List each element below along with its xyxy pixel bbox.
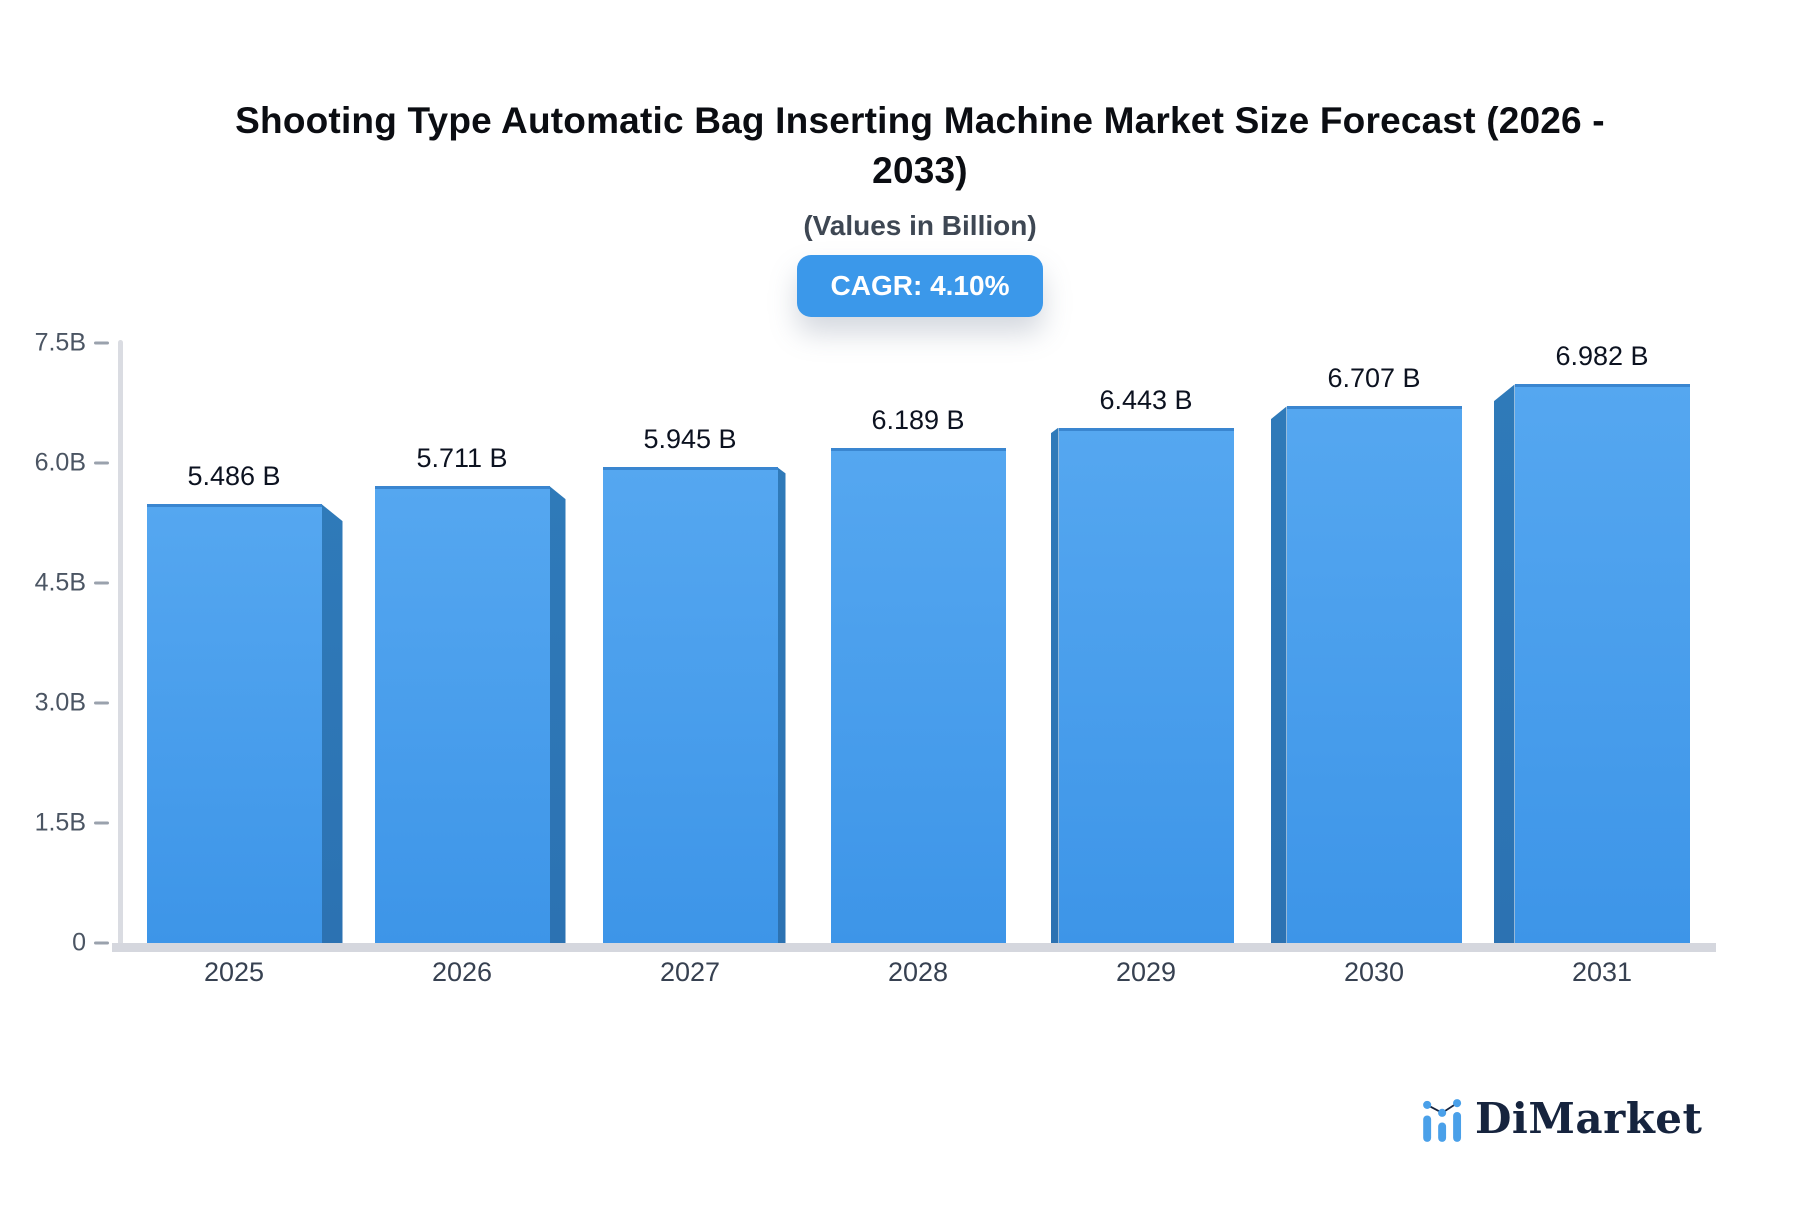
- y-axis-tick-label: 4.5B: [34, 568, 86, 597]
- cagr-badge: CAGR: 4.10%: [796, 255, 1044, 317]
- bar-3d-side: [321, 504, 343, 943]
- y-axis-tick-label: 1.5B: [34, 808, 86, 837]
- bar-value-label: 5.945 B: [643, 424, 737, 455]
- x-axis-label: 2028: [887, 957, 949, 987]
- chart-header: Shooting Type Automatic Bag Inserting Ma…: [40, 96, 1800, 317]
- bar-2029: [1058, 427, 1234, 943]
- chart-title: Shooting Type Automatic Bag Inserting Ma…: [40, 96, 1800, 196]
- bar-2025: [146, 504, 322, 943]
- dimarket-logo-text: DiMarket: [1475, 1094, 1703, 1143]
- y-axis-tick-mark: [94, 701, 109, 705]
- y-axis-tick-mark: [94, 821, 109, 825]
- y-axis-line: [118, 340, 123, 951]
- bar-value-label: 6.707 B: [1327, 363, 1421, 394]
- x-axis-baseline: [112, 943, 1716, 952]
- y-axis-tick-mark: [94, 941, 109, 945]
- y-axis-tick-label: 0: [72, 928, 86, 957]
- y-axis-tick-mark: [94, 461, 109, 465]
- bar-value-label: 5.711 B: [416, 443, 508, 474]
- bar-value-label: 5.486 B: [187, 461, 281, 492]
- x-axis-label: 2029: [1115, 957, 1177, 987]
- bar-3d-side: [777, 467, 786, 943]
- y-axis-tick-mark: [94, 341, 109, 345]
- bar-3d-side: [1050, 427, 1059, 943]
- bar-2030: [1286, 406, 1462, 943]
- y-axis-tick-label: 6.0B: [34, 448, 86, 477]
- bar-value-label: 6.443 B: [1099, 384, 1193, 415]
- dimarket-logo: DiMarket: [1421, 1096, 1702, 1142]
- y-axis-tick-label: 7.5B: [34, 328, 86, 357]
- bar-2027: [602, 467, 778, 943]
- bar-2031: [1514, 384, 1690, 943]
- x-axis-label: 2026: [431, 957, 493, 987]
- bar-2028: [830, 447, 1006, 943]
- x-axis-label: 2030: [1343, 957, 1405, 987]
- x-axis-label: 2031: [1571, 957, 1633, 987]
- dimarket-logo-icon: [1423, 1099, 1462, 1142]
- chart-title-line2: 2033): [872, 150, 968, 191]
- bar-value-label: 6.189 B: [871, 404, 965, 435]
- bar-3d-side: [1493, 384, 1515, 943]
- bar-3d-side: [1270, 406, 1287, 943]
- bar-2026: [374, 486, 550, 943]
- bar-value-label: 6.982 B: [1555, 341, 1649, 372]
- bar-3d-side: [549, 486, 566, 943]
- y-axis-tick-label: 3.0B: [34, 688, 86, 717]
- x-axis-label: 2027: [659, 957, 721, 987]
- chart-subtitle: (Values in Billion): [803, 210, 1037, 241]
- y-axis-tick-mark: [94, 581, 109, 585]
- chart-title-line1: Shooting Type Automatic Bag Inserting Ma…: [235, 100, 1605, 141]
- x-axis-label: 2025: [203, 957, 265, 987]
